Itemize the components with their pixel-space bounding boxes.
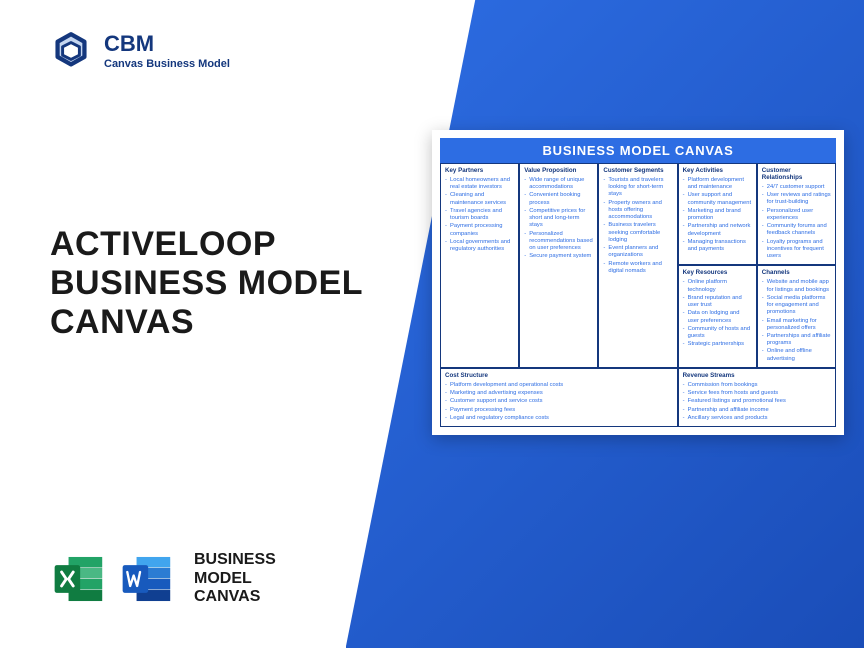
logo-title: CBM [104, 31, 230, 57]
title-line-3: CANVAS [50, 303, 363, 342]
list-item: Partnership and affiliate income [683, 407, 831, 414]
brand-logo: CBM Canvas Business Model [50, 30, 230, 72]
list-item: Personalized recommendations based on us… [524, 231, 593, 253]
list-item: Convenient booking process [524, 192, 593, 206]
list-item: Service fees from hosts and guests [683, 390, 831, 397]
list-item: Partnership and network development [683, 223, 752, 237]
list-item: Event planners and organizations [603, 245, 672, 259]
cell-customer-relationships: Customer Relationships 24/7 customer sup… [757, 163, 836, 265]
list-item: Email marketing for personalized offers [762, 318, 831, 332]
cell-revenue-streams: Revenue Streams Commission from bookings… [678, 368, 836, 427]
list-item: Website and mobile app for listings and … [762, 279, 831, 293]
list-item: Personalized user experiences [762, 208, 831, 222]
canvas-header: BUSINESS MODEL CANVAS [440, 138, 836, 163]
list-item: Travel agencies and tourism boards [445, 208, 514, 222]
list-item: Data on lodging and user preferences [683, 310, 752, 324]
cell-key-resources: Key Resources Online platform technology… [678, 265, 757, 368]
cell-channels: Channels Website and mobile app for list… [757, 265, 836, 368]
list-item: Platform development and operational cos… [445, 382, 673, 389]
cell-cost-structure: Cost Structure Platform development and … [440, 368, 678, 427]
footer-app-icons: BUSINESS MODEL CANVAS [50, 550, 276, 608]
list-item: Customer support and service costs [445, 398, 673, 405]
list-item: Business travelers seeking comfortable l… [603, 222, 672, 244]
list-item: Competitive prices for short and long-te… [524, 208, 593, 230]
list-item: Wide range of unique accommodations [524, 177, 593, 191]
footer-label: BUSINESS MODEL CANVAS [194, 551, 276, 606]
list-item: Payment processing companies [445, 223, 514, 237]
list-item: Local homeowners and real estate investo… [445, 177, 514, 191]
list-item: Secure payment system [524, 253, 593, 260]
excel-icon [50, 550, 108, 608]
list-item: Social media platforms for engagement an… [762, 295, 831, 317]
cbm-logo-icon [50, 30, 92, 72]
list-item: Remote workers and digital nomads [603, 261, 672, 275]
list-item: Legal and regulatory compliance costs [445, 415, 673, 422]
list-item: Platform development and maintenance [683, 177, 752, 191]
cell-customer-segments: Customer Segments Tourists and travelers… [598, 163, 677, 368]
list-item: Brand reputation and user trust [683, 295, 752, 309]
list-item: Payment processing fees [445, 407, 673, 414]
list-item: Partnerships and affiliate programs [762, 333, 831, 347]
word-icon [118, 550, 176, 608]
logo-subtitle: Canvas Business Model [104, 58, 230, 71]
cell-key-partners: Key Partners Local homeowners and real e… [440, 163, 519, 368]
list-item: User reviews and ratings for trust-build… [762, 192, 831, 206]
list-item: Community of hosts and guests [683, 326, 752, 340]
list-item: Tourists and travelers looking for short… [603, 177, 672, 199]
list-item: Cleaning and maintenance services [445, 192, 514, 206]
list-item: Commission from bookings [683, 382, 831, 389]
business-model-canvas-sheet: BUSINESS MODEL CANVAS Key Partners Local… [432, 130, 844, 435]
canvas-grid: Key Partners Local homeowners and real e… [440, 163, 836, 427]
list-item: Strategic partnerships [683, 341, 752, 348]
title-line-2: BUSINESS MODEL [50, 264, 363, 303]
page-title: ACTIVELOOP BUSINESS MODEL CANVAS [50, 225, 363, 342]
list-item: Featured listings and promotional fees [683, 398, 831, 405]
list-item: Property owners and hosts offering accom… [603, 200, 672, 222]
list-item: Community forums and feedback channels [762, 223, 831, 237]
list-item: Online platform technology [683, 279, 752, 293]
list-item: User support and community management [683, 192, 752, 206]
list-item: Marketing and advertising expenses [445, 390, 673, 397]
list-item: Marketing and brand promotion [683, 208, 752, 222]
title-line-1: ACTIVELOOP [50, 225, 363, 264]
list-item: Local governments and regulatory authori… [445, 239, 514, 253]
list-item: Ancillary services and products [683, 415, 831, 422]
list-item: Loyalty programs and incentives for freq… [762, 239, 831, 261]
list-item: Online and offline advertising [762, 348, 831, 362]
list-item: 24/7 customer support [762, 184, 831, 191]
cell-key-activities: Key Activities Platform development and … [678, 163, 757, 265]
list-item: Managing transactions and payments [683, 239, 752, 253]
cell-value-proposition: Value Proposition Wide range of unique a… [519, 163, 598, 368]
